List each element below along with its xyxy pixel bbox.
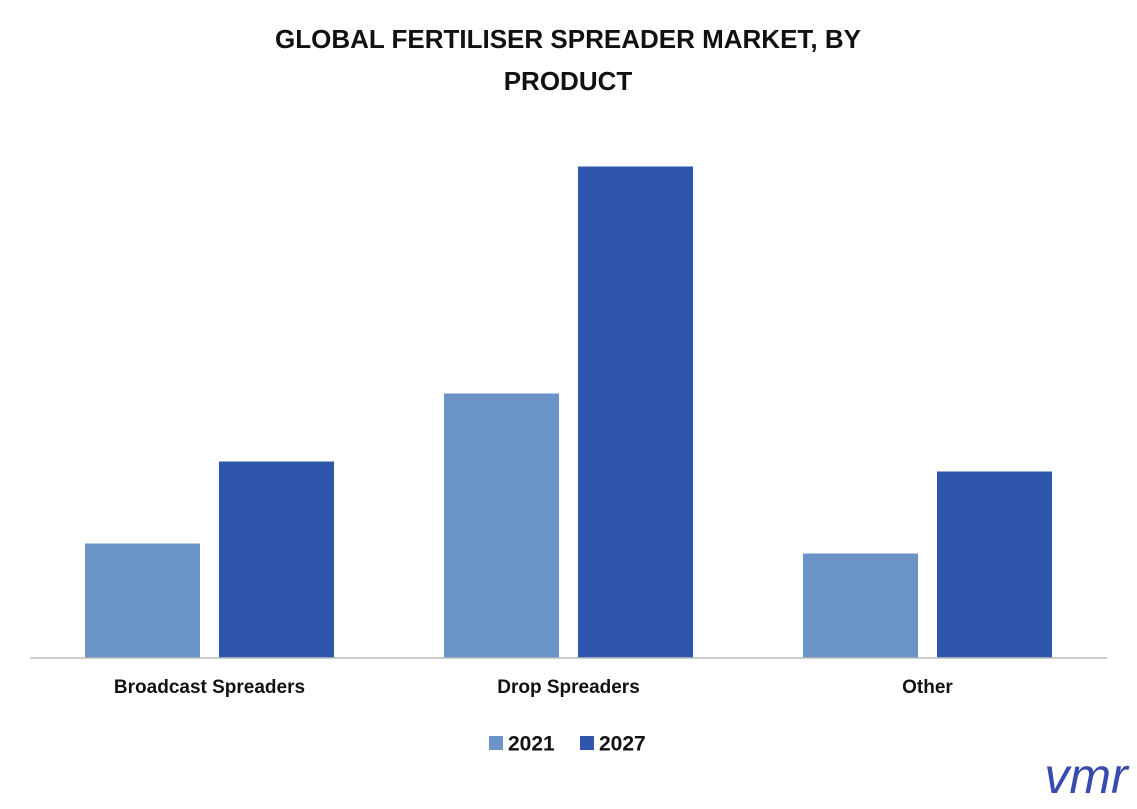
legend-label: 2027	[599, 733, 646, 756]
legend-swatch	[580, 736, 594, 750]
x-tick-label: Drop Spreaders	[497, 677, 640, 698]
bar	[578, 166, 693, 659]
bar	[937, 471, 1052, 659]
x-tick-label: Other	[902, 677, 953, 698]
bar	[219, 461, 334, 659]
bar	[803, 553, 918, 659]
bar	[85, 543, 200, 659]
chart-title: GLOBAL FERTILISER SPREADER MARKET, BY PR…	[274, 24, 861, 96]
bar	[444, 393, 559, 659]
legend-label: 2021	[508, 733, 555, 756]
x-tick-label: Broadcast Spreaders	[114, 677, 305, 698]
legend-swatch	[489, 736, 503, 750]
logo: vmr	[1044, 748, 1130, 804]
